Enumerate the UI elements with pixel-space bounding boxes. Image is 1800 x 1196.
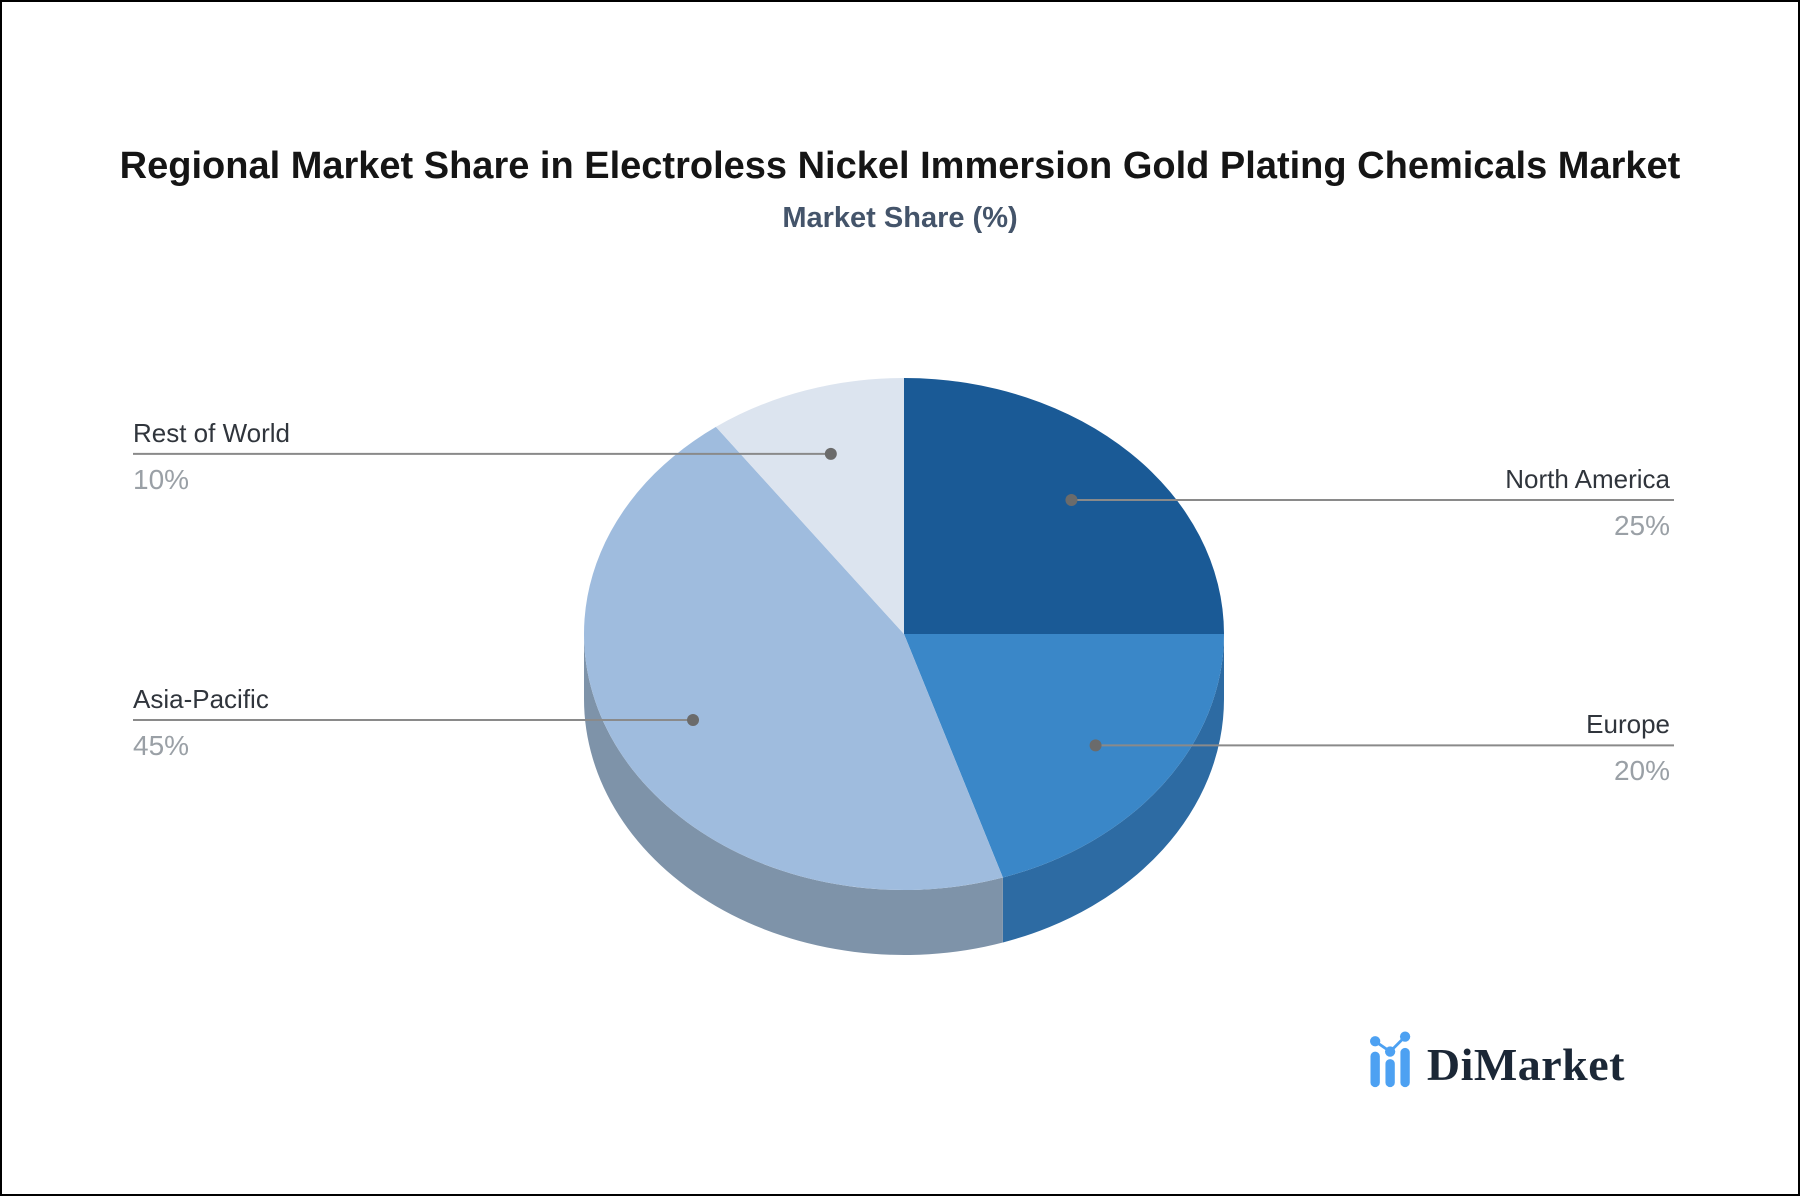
leader-dot-north-america <box>1065 494 1078 507</box>
pie-slice-europe[interactable] <box>904 634 1224 878</box>
slice-value: 25% <box>1613 510 1670 542</box>
slice-value: 45% <box>133 730 190 761</box>
leader-dot-rest-of-world <box>824 447 837 460</box>
callout-north-america: North America 25% <box>1505 460 1670 541</box>
brand-name: DiMarket <box>1426 1039 1625 1090</box>
pie-slice-asia-pacific-side <box>584 634 1003 955</box>
callout-asia-pacific: Asia-Pacific 45% <box>133 680 269 761</box>
leader-dot-europe <box>1089 739 1102 752</box>
pie-slice-north-america[interactable] <box>904 378 1224 634</box>
chart-title: Regional Market Share in Electroless Nic… <box>119 145 1681 187</box>
slice-label: Rest of World <box>133 417 291 448</box>
pie-slice-asia-pacific[interactable] <box>584 426 1003 890</box>
slice-label: North America <box>1505 464 1670 495</box>
callout-europe: Europe 20% <box>1586 705 1670 786</box>
chart-subtitle: Market Share (%) <box>782 202 1018 234</box>
slice-value: 20% <box>1613 755 1670 787</box>
slice-label: Asia-Pacific <box>133 684 269 714</box>
pie-slice-europe-side <box>1002 634 1224 943</box>
pie-slice-rest-of-world[interactable] <box>715 378 904 634</box>
brand-logo: DiMarket <box>1369 1031 1625 1090</box>
leader-dot-asia-pacific <box>687 714 700 727</box>
slice-value: 10% <box>133 463 190 495</box>
callout-rest-of-world: Rest of World 10% <box>133 414 290 495</box>
slice-label: Europe <box>1586 709 1670 740</box>
bar-chart-trend-icon <box>1369 1031 1411 1088</box>
